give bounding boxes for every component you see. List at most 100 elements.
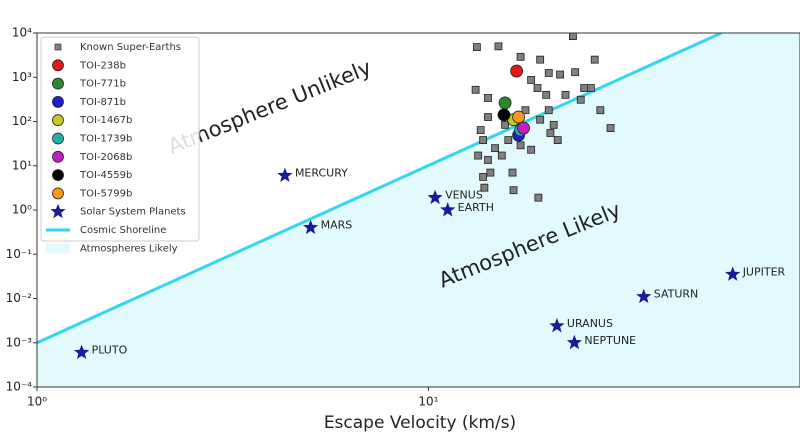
- super-earth-point: [484, 156, 492, 164]
- cosmic-shoreline: [37, 33, 722, 345]
- super-earth-point: [571, 68, 579, 77]
- x-axis-label: Escape Velocity (km/s): [324, 413, 516, 433]
- super-earth-point: [471, 85, 480, 94]
- legend-label: TOI-871b: [79, 97, 126, 108]
- planet-point: [427, 189, 443, 205]
- super-earth-point: [521, 106, 530, 115]
- super-earth-point: [569, 33, 577, 41]
- legend-marker: [52, 169, 64, 182]
- planet-label: MERCURY: [295, 167, 348, 180]
- super-earth-point: [497, 151, 506, 160]
- super-earth-point: [480, 183, 489, 192]
- legend-label: TOI-771b: [79, 79, 126, 90]
- super-earth-point: [533, 84, 542, 92]
- super-earth-point: [580, 84, 589, 92]
- super-earth-point: [549, 120, 558, 129]
- legend-marker: [46, 243, 70, 254]
- super-earth-point: [586, 84, 595, 92]
- legend-label: TOI-2068b: [79, 152, 132, 163]
- planet-label: URANUS: [567, 317, 613, 330]
- super-earth-point: [516, 52, 525, 61]
- planet-point: [440, 202, 456, 217]
- super-earth-point: [536, 115, 545, 124]
- legend-marker: [52, 114, 64, 127]
- planet-point: [303, 219, 319, 235]
- planet-label: SATURN: [654, 288, 699, 301]
- super-earth-point: [596, 106, 605, 115]
- super-earth-point: [474, 151, 483, 160]
- toi-point: [510, 64, 523, 78]
- legend-marker: [52, 59, 64, 72]
- legend-marker: [50, 203, 66, 219]
- legend-label: Atmospheres Likely: [80, 243, 178, 254]
- planet-point: [566, 334, 582, 350]
- planet-label: JUPITER: [742, 265, 786, 278]
- super-earth-point: [590, 55, 599, 64]
- super-earth-point: [501, 120, 509, 129]
- toi-point: [498, 96, 512, 110]
- planet-label: NEPTUNE: [584, 334, 636, 347]
- legend: Known Super-Earths TOI-238b TOI-771b TOI-87…: [40, 36, 200, 254]
- legend-marker: [52, 77, 64, 90]
- super-earth-point: [486, 168, 495, 177]
- super-earth-point: [527, 76, 536, 84]
- super-earth-point: [484, 113, 492, 121]
- super-earth-point: [544, 69, 553, 77]
- super-earth-point: [527, 145, 536, 154]
- y-tick-label: 10⁻⁴: [6, 380, 33, 394]
- super-earth-point: [476, 126, 485, 134]
- y-tick-label: 10²: [12, 114, 32, 128]
- planet-point: [725, 266, 741, 281]
- legend-marker: [52, 187, 64, 200]
- planet-label: VENUS: [445, 189, 483, 202]
- x-tick-label: 10¹: [418, 395, 438, 409]
- super-earth-point: [472, 43, 481, 52]
- y-tick-label: 10¹: [12, 158, 32, 172]
- legend-label: Known Super-Earths: [80, 42, 181, 53]
- super-earth-point: [509, 186, 518, 195]
- legend-label: TOI-238b: [79, 60, 126, 71]
- legend-box: [40, 36, 200, 242]
- super-earth-point: [536, 55, 545, 64]
- legend-marker: [52, 150, 64, 163]
- axes: 10⁻⁴ 10⁻³ 10⁻² 10⁻¹ 10⁰ 10¹ 10² 10³ 10⁴ 10⁰ 10¹: [6, 26, 800, 409]
- super-earth-point: [544, 106, 553, 115]
- super-earth-point: [561, 90, 570, 99]
- super-earth-point: [553, 136, 562, 144]
- y-tick-label: 10³: [12, 70, 32, 84]
- super-earth-point: [556, 70, 564, 79]
- super-earth-point: [484, 94, 492, 102]
- legend-marker: [54, 43, 62, 51]
- planet-label: EARTH: [458, 201, 494, 214]
- super-earth-point: [494, 42, 503, 51]
- planet-point: [636, 288, 652, 304]
- super-earth-point: [546, 129, 555, 137]
- super-earth-point: [504, 136, 513, 144]
- planet-point: [277, 167, 293, 182]
- legend-label: TOI-5799b: [79, 188, 132, 199]
- legend-label: TOI-4559b: [79, 170, 132, 181]
- super-earth-point: [508, 168, 517, 177]
- x-tick-label: 10⁰: [27, 395, 47, 409]
- toi-point: [517, 121, 530, 135]
- legend-label: Solar System Planets: [80, 207, 186, 218]
- super-earth-point: [479, 172, 488, 181]
- planet-label: MARS: [321, 219, 353, 232]
- y-tick-label: 10⁻¹: [6, 247, 33, 261]
- super-earth-point: [534, 193, 543, 202]
- super-earth-point: [516, 141, 525, 150]
- planet-point: [74, 344, 90, 359]
- super-earth-point: [606, 124, 615, 132]
- planet-point: [549, 317, 565, 333]
- toi-point: [512, 110, 526, 124]
- super-earth-point: [491, 144, 499, 153]
- planet-label: PLUTO: [92, 344, 128, 357]
- legend-label: Cosmic Shoreline: [80, 225, 166, 236]
- legend-marker: [52, 132, 64, 145]
- y-tick-label: 10⁴: [12, 26, 32, 40]
- legend-label: TOI-1467b: [79, 115, 132, 126]
- y-tick-label: 10⁻³: [6, 335, 33, 349]
- super-earth-point: [576, 95, 585, 104]
- super-earth-point: [479, 136, 488, 144]
